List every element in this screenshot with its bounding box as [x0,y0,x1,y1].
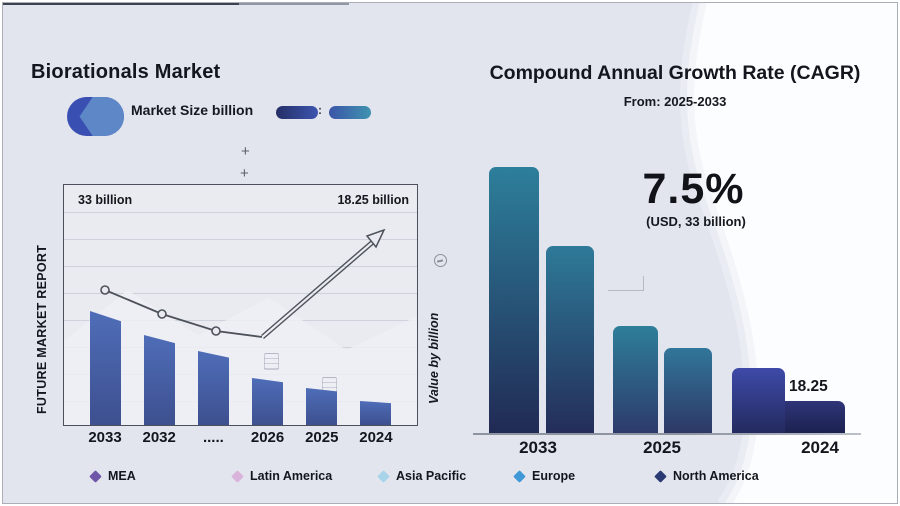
future-market-report-watermark: FUTURE MARKET REPORT [35,244,49,414]
cagr-rate: 7.5% [642,165,745,213]
cagr-subtitle: From: 2025-2033 [623,94,727,109]
market-size-bars [64,311,417,425]
top-border-accent-light [239,3,349,5]
legend-diamond-icon [231,469,244,483]
pill-separator: : [318,103,322,117]
legend-diamond-icon [89,469,102,483]
cagr-bar-group-2033 [489,167,594,434]
market-size-bar-2025 [306,388,337,425]
legend-item-europe: Europe [513,469,576,483]
legend-item-asia-pacific: Asia Pacific [377,469,467,483]
gradient-pill-dark [276,106,318,119]
minus-circle-icon [434,254,447,267]
step-bracket-decoration [608,276,644,291]
ghost-table-icon [264,353,279,370]
capsule-facet [79,97,124,136]
end-value-label: 18.25 billion [337,193,409,207]
market-size-bar-2024 [360,401,391,425]
legend-item-mea: MEA [89,469,136,483]
cagr-bar-2025-series-a [613,326,658,434]
cagr-chart [473,3,863,434]
legend-diamond-icon [513,469,526,483]
cagr-title: Compound Annual Growth Rate (CAGR) [489,62,861,84]
cagr-x-axis-line [473,433,861,435]
cagr-2024-value-label: 18.25 [789,378,828,395]
market-size-bar-2026 [252,378,283,425]
x-label-2026: 2026 [250,429,285,446]
market-size-bar-2033 [90,311,121,425]
market-size-capsule-icon [67,97,124,136]
legend-label: North America [673,469,759,483]
cagr-bar-2024-series-a [732,368,785,434]
cagr-x-label-2025: 2025 [643,438,681,457]
plus-mark-icon: + [241,143,250,160]
cagr-x-label-2033: 2033 [519,438,557,457]
legend-label: MEA [108,469,136,483]
cagr-bar-group-2025 [613,326,712,434]
trend-line-arrow [100,228,386,340]
legend-diamond-icon [654,469,667,483]
legend-label: Latin America [250,469,333,483]
x-label-2024: 2024 [359,429,393,446]
cagr-note: (USD, 33 billion) [646,214,746,229]
legend-item-north-america: North America [654,469,759,483]
cagr-bar-2025-series-b [664,348,712,434]
market-size-chart: 33 billion 18.25 billion [63,184,418,426]
x-label-ellipsis: ..... [202,429,224,446]
gradient-pill-teal [329,106,371,119]
legend-label: Asia Pacific [396,469,467,483]
market-size-bar-..... [198,351,229,425]
cagr-bar-2033-series-b [546,246,594,434]
start-value-label: 33 billion [78,193,133,207]
legend-label: Europe [532,469,576,483]
cagr-bar-2024-series-b [785,401,845,434]
top-border-accent [3,3,239,5]
plus-mark-icon: + [240,165,249,182]
legend-diamond-icon [377,469,390,483]
x-label-2033: 2033 [88,429,122,446]
cagr-x-label-2024: 2024 [801,438,839,457]
x-label-2025: 2025 [305,429,339,446]
legend-item-latin-america: Latin America [231,469,333,483]
x-label-2032: 2032 [142,429,176,446]
page-title: Biorationals Market [31,61,221,83]
market-size-bar-2032 [144,335,175,425]
cagr-bar-group-2024 [732,368,845,434]
cagr-bar-2033-series-a [489,167,539,434]
value-by-billion-axis-label: Value by billion [427,312,441,404]
market-size-label: Market Size billion [131,102,254,118]
market-size-xaxis: 2033 2032 ..... 2026 2025 2024 [63,429,418,446]
